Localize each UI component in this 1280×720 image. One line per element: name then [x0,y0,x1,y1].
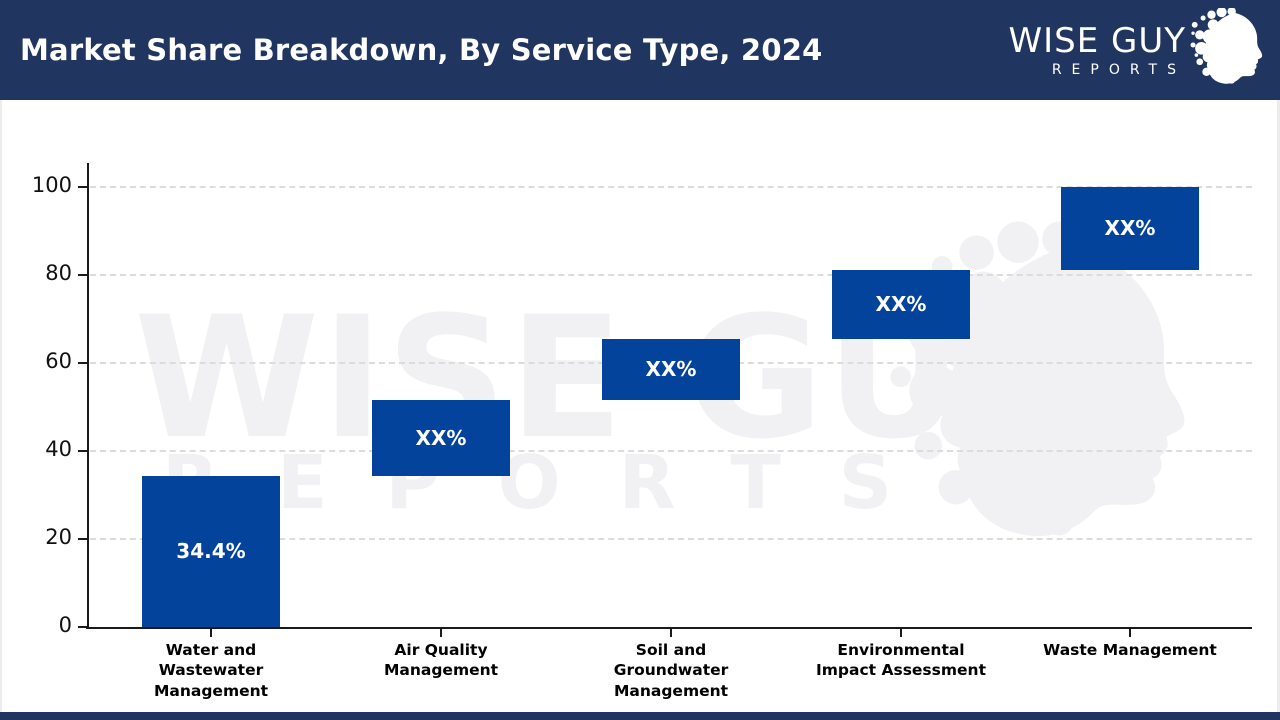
bar-segment: 34.4% [142,475,280,627]
y-tick-label-80: 80 [45,261,72,285]
bar-value-label: XX% [645,357,697,382]
y-tick-label-0: 0 [58,613,72,637]
y-tick-mark-100 [78,186,87,188]
bar-segment: XX% [1061,187,1199,270]
y-tick-mark-60 [78,362,87,364]
category-label: Air Quality Management [383,641,499,680]
y-tick-label-60: 60 [45,349,72,373]
gridline-20 [90,538,1252,540]
y-tick-label-20: 20 [45,525,72,549]
gridline-80 [90,274,1252,276]
brand-logo: WISE GUY REPORTS [1008,4,1272,96]
y-tick-mark-40 [78,450,87,452]
bar-value-label: XX% [875,292,927,317]
y-axis-spine [87,163,89,629]
x-tick-mark [900,629,902,637]
x-tick-mark [1129,629,1131,637]
brand-head-icon [1190,8,1263,84]
category-label: Environmental Impact Assessment [816,641,986,680]
category-label: Waste Management [1043,641,1217,659]
category-label: Water and Wastewater Management [153,641,269,700]
bar-segment: XX% [602,338,740,400]
header-bar: Market Share Breakdown, By Service Type,… [0,0,1280,100]
left-frame-edge [0,100,2,712]
gridline-40 [90,450,1252,452]
brand-tagline: REPORTS [1051,61,1186,78]
bar-segment: XX% [372,399,510,476]
x-tick-mark [670,629,672,637]
watermark-tagline: REPORTS [162,440,950,526]
x-tick-mark [210,629,212,637]
category-label: Soil and Groundwater Management [613,641,729,700]
bar-value-label: XX% [1104,216,1156,241]
bar-segment: XX% [832,269,970,339]
bar-value-label: XX% [415,425,467,450]
right-frame-edge [1277,100,1280,712]
brand-name: WISE GUY [1008,20,1186,61]
bar-value-label: 34.4% [176,539,246,564]
y-tick-label-100: 100 [31,173,72,197]
gridline-100 [90,186,1252,188]
y-tick-mark-80 [78,274,87,276]
y-tick-mark-0 [78,626,87,628]
brand-logo-text: WISE GUY REPORTS [1008,24,1186,77]
plot-canvas: 34.4% XX% XX% XX% XX% 0 20 40 60 80 100 Water and W… [0,100,1280,712]
y-tick-label-40: 40 [45,437,72,461]
y-tick-mark-20 [78,538,87,540]
x-axis-spine [86,627,1252,629]
footer-bar [0,712,1280,720]
x-tick-mark [440,629,442,637]
page-title: Market Share Breakdown, By Service Type,… [20,33,823,67]
